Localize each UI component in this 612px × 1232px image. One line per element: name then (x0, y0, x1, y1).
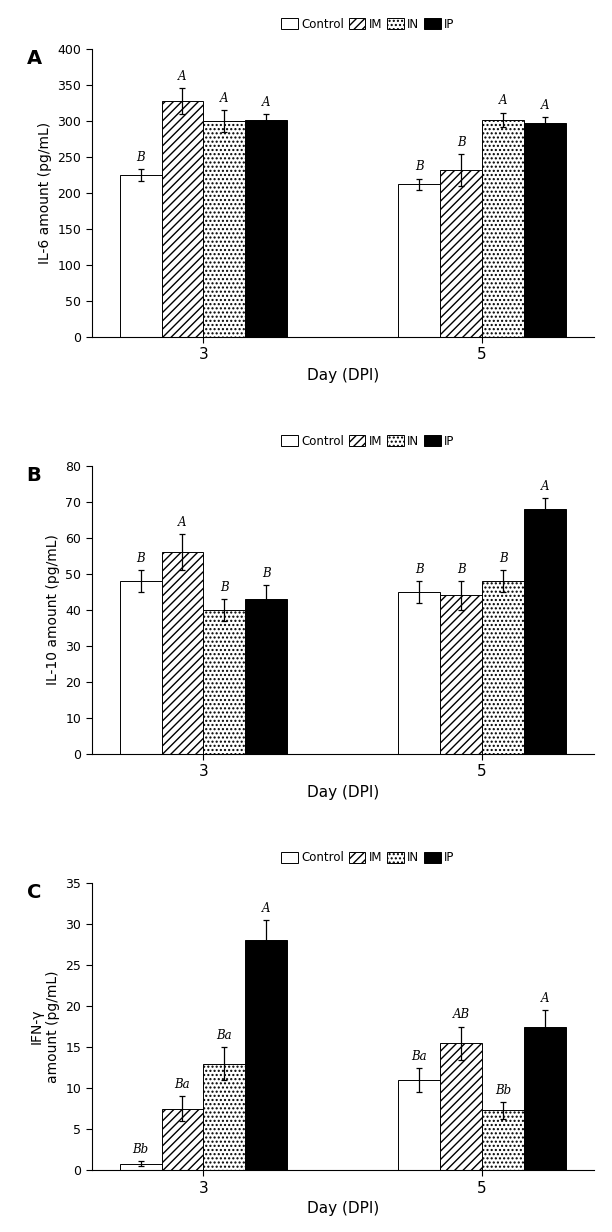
Bar (440, 170, 482, 336)
Y-axis label: IL-10 amount (pg/mL): IL-10 amount (pg/mL) (46, 535, 60, 685)
Text: B: B (415, 160, 424, 174)
Text: B: B (26, 466, 42, 485)
Bar (245, 940, 287, 1170)
Text: Ba: Ba (412, 1050, 427, 1062)
Text: B: B (457, 136, 466, 149)
Bar (398, 185, 440, 336)
Text: A: A (178, 516, 187, 530)
Text: C: C (26, 883, 41, 902)
Text: A: A (220, 92, 228, 105)
Bar (162, 552, 203, 754)
Text: A: A (262, 902, 271, 914)
X-axis label: Day (DPI): Day (DPI) (307, 1201, 379, 1216)
Bar (398, 591, 440, 754)
Text: B: B (457, 563, 466, 575)
Bar (120, 175, 162, 336)
Text: A: A (540, 992, 549, 1005)
Text: B: B (499, 552, 507, 565)
Bar (120, 582, 162, 754)
Text: B: B (220, 580, 228, 594)
Text: Ba: Ba (174, 1078, 190, 1092)
Text: B: B (136, 152, 145, 164)
Bar (440, 595, 482, 754)
Bar (482, 120, 524, 336)
Bar (162, 1109, 203, 1170)
Bar (245, 599, 287, 754)
Bar (482, 1110, 524, 1170)
X-axis label: Day (DPI): Day (DPI) (307, 367, 379, 383)
Bar (440, 1044, 482, 1170)
Bar (120, 1164, 162, 1170)
Bar (398, 1080, 440, 1170)
Bar (524, 123, 565, 336)
Legend: Control, IM, IN, IP: Control, IM, IN, IP (281, 17, 455, 31)
Text: A: A (540, 99, 549, 112)
Bar (203, 121, 245, 336)
Bar (482, 582, 524, 754)
Text: A: A (499, 95, 507, 107)
Y-axis label: IFN-γ
amount (pg/mL): IFN-γ amount (pg/mL) (30, 971, 60, 1083)
Text: B: B (262, 567, 271, 579)
Text: Ba: Ba (217, 1029, 232, 1042)
Text: A: A (178, 70, 187, 83)
Bar (162, 101, 203, 336)
Legend: Control, IM, IN, IP: Control, IM, IN, IP (281, 435, 455, 447)
Legend: Control, IM, IN, IP: Control, IM, IN, IP (281, 851, 455, 865)
Bar (203, 610, 245, 754)
Y-axis label: IL-6 amount (pg/mL): IL-6 amount (pg/mL) (38, 122, 52, 264)
Text: A: A (540, 480, 549, 493)
Bar (245, 120, 287, 336)
Text: A: A (262, 96, 271, 108)
Bar (203, 1063, 245, 1170)
Text: Bb: Bb (133, 1143, 149, 1156)
Text: B: B (136, 552, 145, 565)
Bar (524, 1026, 565, 1170)
Text: AB: AB (453, 1009, 470, 1021)
Text: Bb: Bb (495, 1084, 511, 1096)
X-axis label: Day (DPI): Day (DPI) (307, 785, 379, 800)
Text: B: B (415, 563, 424, 575)
Bar (524, 509, 565, 754)
Text: A: A (26, 49, 42, 68)
